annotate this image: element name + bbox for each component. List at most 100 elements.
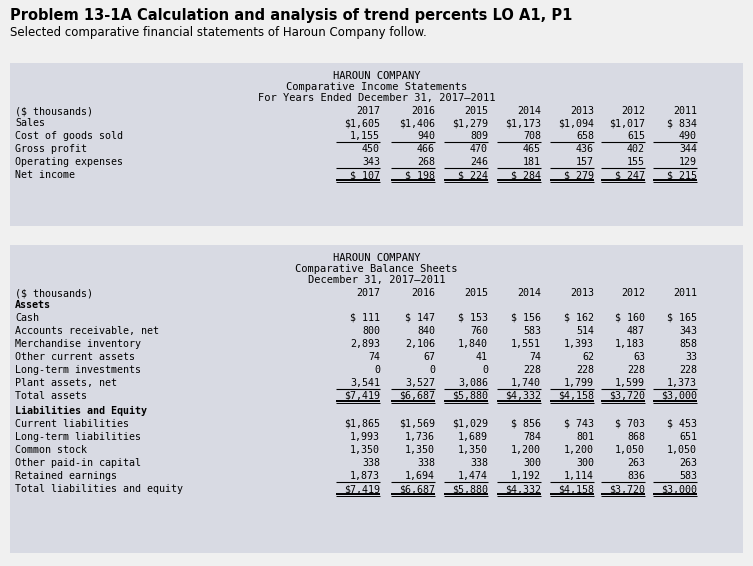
Text: $ 165: $ 165 bbox=[667, 313, 697, 323]
Text: Accounts receivable, net: Accounts receivable, net bbox=[15, 326, 159, 336]
Text: $6,687: $6,687 bbox=[399, 484, 435, 494]
Text: 2017: 2017 bbox=[356, 288, 380, 298]
Text: 868: 868 bbox=[627, 432, 645, 442]
Text: $1,029: $1,029 bbox=[452, 419, 488, 429]
Text: 490: 490 bbox=[679, 131, 697, 141]
Text: Total liabilities and equity: Total liabilities and equity bbox=[15, 484, 183, 494]
Text: 784: 784 bbox=[523, 432, 541, 442]
Text: 155: 155 bbox=[627, 157, 645, 167]
Text: 450: 450 bbox=[362, 144, 380, 154]
Text: Plant assets, net: Plant assets, net bbox=[15, 378, 117, 388]
Text: ($ thousands): ($ thousands) bbox=[15, 106, 93, 116]
Text: 263: 263 bbox=[679, 458, 697, 468]
Text: 343: 343 bbox=[679, 326, 697, 336]
Text: 487: 487 bbox=[627, 326, 645, 336]
Text: 74: 74 bbox=[368, 352, 380, 362]
Text: 402: 402 bbox=[627, 144, 645, 154]
Text: Merchandise inventory: Merchandise inventory bbox=[15, 339, 141, 349]
Text: 74: 74 bbox=[529, 352, 541, 362]
Text: HAROUN COMPANY: HAROUN COMPANY bbox=[333, 71, 420, 81]
Text: 583: 583 bbox=[523, 326, 541, 336]
Text: $3,000: $3,000 bbox=[661, 484, 697, 494]
Text: $ 147: $ 147 bbox=[405, 313, 435, 323]
Text: December 31, 2017–2011: December 31, 2017–2011 bbox=[308, 275, 445, 285]
Text: $ 224: $ 224 bbox=[458, 170, 488, 180]
Text: 344: 344 bbox=[679, 144, 697, 154]
Text: 658: 658 bbox=[576, 131, 594, 141]
Text: 1,155: 1,155 bbox=[350, 131, 380, 141]
Text: $1,406: $1,406 bbox=[399, 118, 435, 128]
Text: 1,993: 1,993 bbox=[350, 432, 380, 442]
Text: 436: 436 bbox=[576, 144, 594, 154]
Text: 181: 181 bbox=[523, 157, 541, 167]
Text: 1,050: 1,050 bbox=[615, 445, 645, 455]
Text: $ 162: $ 162 bbox=[564, 313, 594, 323]
Text: 228: 228 bbox=[576, 365, 594, 375]
Text: 1,350: 1,350 bbox=[350, 445, 380, 455]
Text: 3,527: 3,527 bbox=[405, 378, 435, 388]
Text: 228: 228 bbox=[679, 365, 697, 375]
Text: 2015: 2015 bbox=[464, 288, 488, 298]
Text: 268: 268 bbox=[417, 157, 435, 167]
Text: 1,350: 1,350 bbox=[458, 445, 488, 455]
Text: 2011: 2011 bbox=[673, 106, 697, 116]
Text: 1,873: 1,873 bbox=[350, 471, 380, 481]
Text: 2015: 2015 bbox=[464, 106, 488, 116]
Text: Gross profit: Gross profit bbox=[15, 144, 87, 154]
Text: 67: 67 bbox=[423, 352, 435, 362]
Text: For Years Ended December 31, 2017–2011: For Years Ended December 31, 2017–2011 bbox=[258, 93, 495, 103]
Text: $6,687: $6,687 bbox=[399, 391, 435, 401]
Text: 33: 33 bbox=[685, 352, 697, 362]
Text: $ 743: $ 743 bbox=[564, 419, 594, 429]
Text: 615: 615 bbox=[627, 131, 645, 141]
Text: 2016: 2016 bbox=[411, 288, 435, 298]
Text: Net income: Net income bbox=[15, 170, 75, 180]
Text: ($ thousands): ($ thousands) bbox=[15, 288, 93, 298]
Text: 1,599: 1,599 bbox=[615, 378, 645, 388]
Text: $3,720: $3,720 bbox=[609, 484, 645, 494]
Text: 1,373: 1,373 bbox=[667, 378, 697, 388]
Text: 129: 129 bbox=[679, 157, 697, 167]
Text: 2,893: 2,893 bbox=[350, 339, 380, 349]
Text: $ 453: $ 453 bbox=[667, 419, 697, 429]
Text: $4,158: $4,158 bbox=[558, 484, 594, 494]
Text: 1,200: 1,200 bbox=[511, 445, 541, 455]
Text: 809: 809 bbox=[470, 131, 488, 141]
Text: 2012: 2012 bbox=[621, 288, 645, 298]
Text: Cash: Cash bbox=[15, 313, 39, 323]
Text: 465: 465 bbox=[523, 144, 541, 154]
Text: 2014: 2014 bbox=[517, 288, 541, 298]
Text: 1,840: 1,840 bbox=[458, 339, 488, 349]
Text: $1,094: $1,094 bbox=[558, 118, 594, 128]
Text: Cost of goods sold: Cost of goods sold bbox=[15, 131, 123, 141]
Text: 836: 836 bbox=[627, 471, 645, 481]
Text: 1,474: 1,474 bbox=[458, 471, 488, 481]
Text: 3,086: 3,086 bbox=[458, 378, 488, 388]
Text: $7,419: $7,419 bbox=[344, 391, 380, 401]
Text: Liabilities and Equity: Liabilities and Equity bbox=[15, 406, 147, 416]
Text: 246: 246 bbox=[470, 157, 488, 167]
Text: 228: 228 bbox=[627, 365, 645, 375]
Text: 3,541: 3,541 bbox=[350, 378, 380, 388]
Text: 62: 62 bbox=[582, 352, 594, 362]
Text: Other paid-in capital: Other paid-in capital bbox=[15, 458, 141, 468]
Text: 1,350: 1,350 bbox=[405, 445, 435, 455]
Text: 1,736: 1,736 bbox=[405, 432, 435, 442]
Text: Long-term liabilities: Long-term liabilities bbox=[15, 432, 141, 442]
Text: $ 703: $ 703 bbox=[615, 419, 645, 429]
Text: $5,880: $5,880 bbox=[452, 391, 488, 401]
Text: 1,200: 1,200 bbox=[564, 445, 594, 455]
Text: 2017: 2017 bbox=[356, 106, 380, 116]
Text: 2013: 2013 bbox=[570, 288, 594, 298]
Text: $ 111: $ 111 bbox=[350, 313, 380, 323]
Text: 338: 338 bbox=[470, 458, 488, 468]
Text: HAROUN COMPANY: HAROUN COMPANY bbox=[333, 253, 420, 263]
Text: $1,605: $1,605 bbox=[344, 118, 380, 128]
Text: Long-term investments: Long-term investments bbox=[15, 365, 141, 375]
Text: $ 107: $ 107 bbox=[350, 170, 380, 180]
Text: Selected comparative financial statements of Haroun Company follow.: Selected comparative financial statement… bbox=[10, 26, 427, 39]
Text: 858: 858 bbox=[679, 339, 697, 349]
Text: Other current assets: Other current assets bbox=[15, 352, 135, 362]
Text: 840: 840 bbox=[417, 326, 435, 336]
Text: Total assets: Total assets bbox=[15, 391, 87, 401]
